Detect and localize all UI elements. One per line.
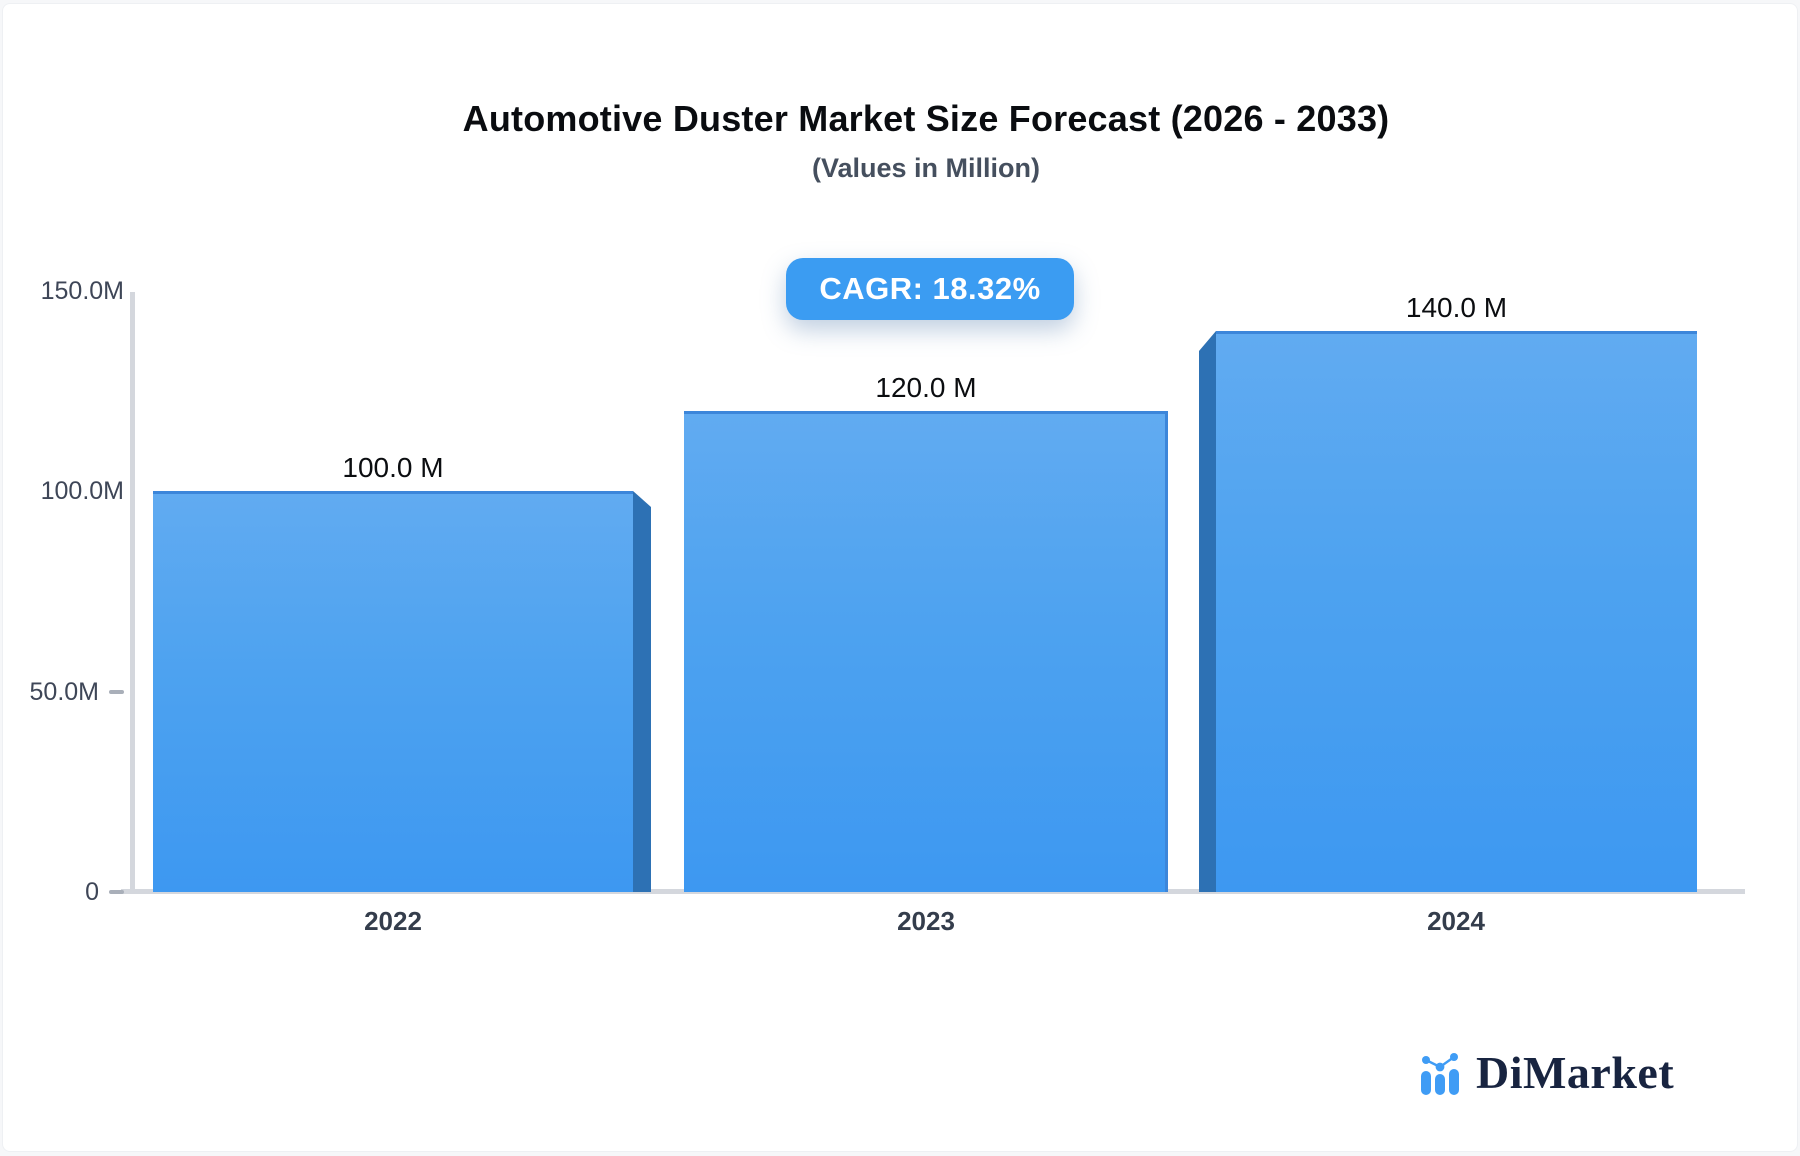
y-axis-line	[130, 292, 135, 892]
bar-face-2023[interactable]	[684, 411, 1168, 892]
chart-subtitle: (Values in Million)	[811, 153, 1041, 183]
logo-text: DiMarket	[1476, 1047, 1675, 1098]
bar-3d-side	[633, 491, 651, 892]
y-tick-label: 50.0M	[29, 677, 99, 706]
y-tick-100: 100.0M	[3, 476, 124, 506]
bar-3d-side	[1199, 331, 1216, 892]
y-tick-label: 0	[85, 877, 99, 906]
bar-value-label: 120.0 M	[875, 372, 977, 403]
bar-face-2022[interactable]	[153, 491, 633, 892]
y-tick-50: 50.0M	[3, 677, 124, 707]
bar-2024[interactable]: 140.0 M	[1199, 292, 1697, 892]
chart-header: Automotive Duster Market Size Forecast (…	[55, 98, 1797, 184]
bar-2023[interactable]: 120.0 M	[684, 372, 1168, 892]
cagr-badge-label: CAGR: 18.32%	[819, 271, 1041, 306]
y-tick-label: 150.0M	[40, 276, 124, 305]
y-tick-150: 150.0M	[3, 276, 124, 306]
y-tick-mark	[109, 890, 124, 894]
bar-value-label: 140.0 M	[1405, 292, 1508, 323]
dimarket-logo[interactable]: DiMarket	[1419, 1042, 1674, 1104]
bar-face-2024[interactable]	[1216, 331, 1697, 892]
x-tick-2022: 2022	[364, 906, 422, 936]
bar-2022[interactable]: 100.0 M	[153, 452, 651, 892]
bar-chart-logo-icon	[1419, 1050, 1463, 1096]
chart-title: Automotive Duster Market Size Forecast (…	[462, 98, 1390, 139]
cagr-badge: CAGR: 18.32%	[786, 258, 1074, 320]
y-tick-label: 100.0M	[40, 476, 124, 505]
y-tick-mark	[109, 690, 124, 694]
chart-card: Automotive Duster Market Size Forecast (…	[2, 3, 1798, 1152]
x-tick-2023: 2023	[897, 906, 955, 936]
y-tick-0: 0	[3, 877, 124, 907]
x-tick-2024: 2024	[1427, 906, 1485, 936]
bar-value-label: 100.0 M	[342, 452, 444, 483]
